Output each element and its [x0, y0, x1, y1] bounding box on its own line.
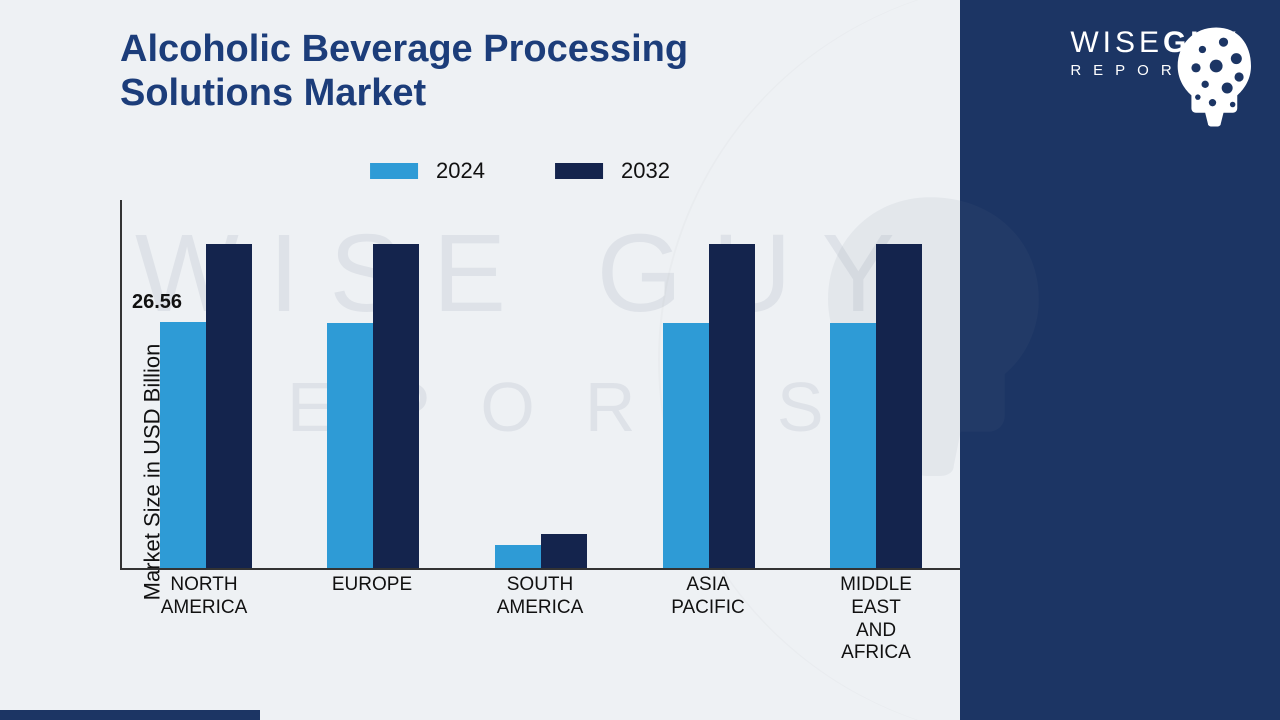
legend-swatch-2024 — [370, 163, 418, 179]
brand-panel — [960, 0, 1280, 720]
brand-logo: WISEGUY REPORTS — [1070, 26, 1240, 79]
bar-group — [663, 244, 755, 568]
bar-2032 — [206, 244, 252, 568]
bar-group — [830, 244, 922, 568]
legend-item-2032: 2032 — [555, 158, 670, 184]
legend: 2024 2032 — [370, 158, 670, 184]
x-label: NORTH AMERICA — [134, 574, 274, 665]
bar-group — [327, 244, 419, 568]
plot-area: 26.56 — [120, 200, 960, 570]
x-label: ASIA PACIFIC — [638, 574, 778, 665]
legend-item-2024: 2024 — [370, 158, 485, 184]
x-label: SOUTH AMERICA — [470, 574, 610, 665]
brand-line1: WISEGUY — [1070, 26, 1240, 60]
x-axis-labels: NORTH AMERICA EUROPE SOUTH AMERICA ASIA PAC… — [120, 574, 960, 665]
bar-2024 — [327, 323, 373, 568]
brand-word-wise: WISE — [1070, 26, 1163, 59]
bar-2024 — [160, 322, 206, 568]
brand-line2: REPORTS — [1070, 62, 1240, 79]
x-label: MIDDLE EAST AND AFRICA — [806, 574, 946, 665]
page: WISE GUY REPORTS Alcoholic Beverage Proc… — [0, 0, 1280, 720]
chart-title: Alcoholic Beverage Processing Solutions … — [120, 28, 760, 115]
legend-label-2032: 2032 — [621, 158, 670, 184]
x-label: EUROPE — [302, 574, 442, 665]
legend-label-2024: 2024 — [436, 158, 485, 184]
bar-group — [495, 534, 587, 568]
bar-2024 — [495, 545, 541, 568]
brand-word-guy: GUY — [1163, 26, 1240, 59]
bar-value-label: 26.56 — [132, 291, 182, 314]
bar-2032 — [876, 244, 922, 568]
bar-2024 — [663, 323, 709, 568]
chart: Market Size in USD Billion 2024 2032 26.… — [70, 150, 970, 670]
bar-2032 — [373, 244, 419, 568]
legend-swatch-2032 — [555, 163, 603, 179]
bar-2032 — [709, 244, 755, 568]
bar-2024 — [830, 323, 876, 568]
bar-2032 — [541, 534, 587, 568]
bar-groups — [122, 200, 960, 568]
bottom-accent-bar — [0, 710, 260, 720]
